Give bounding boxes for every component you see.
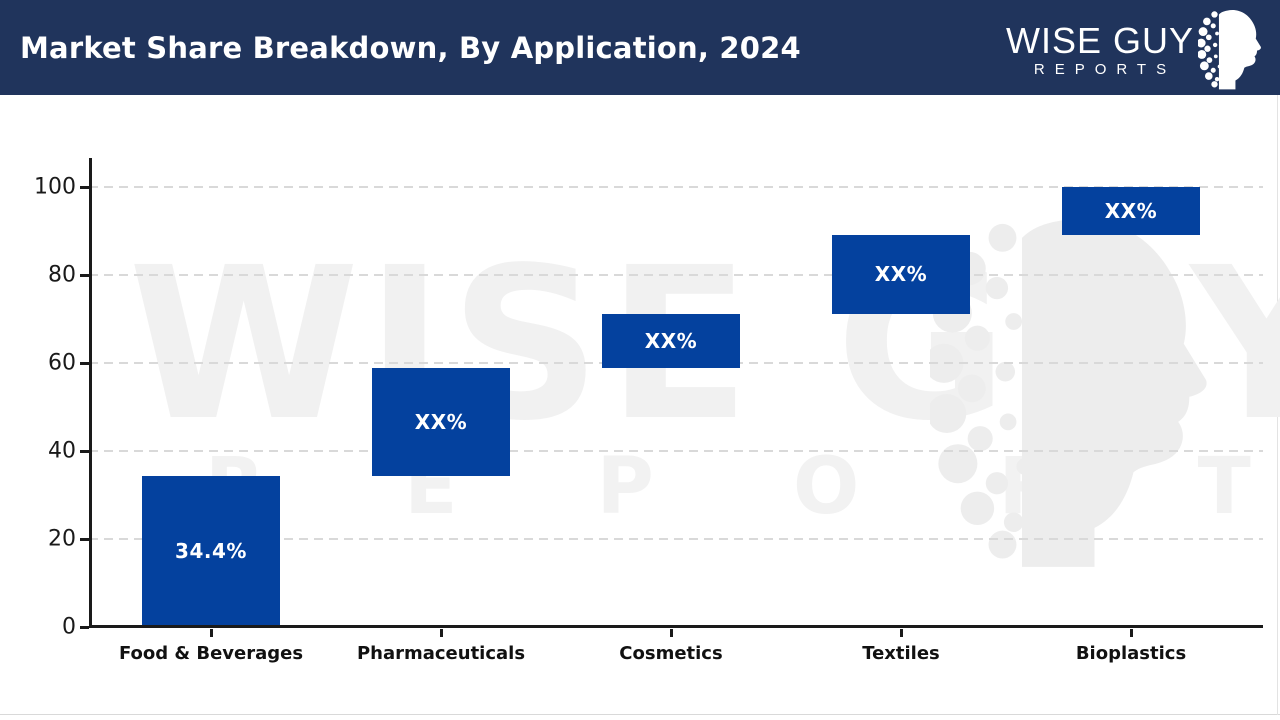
header: Market Share Breakdown, By Application, … bbox=[0, 0, 1280, 95]
brand-wordmark: WISE GUY bbox=[1005, 19, 1194, 61]
face-profile-logo-icon bbox=[1198, 10, 1261, 90]
x-tick-label-3: Textiles bbox=[862, 643, 940, 664]
page-right-hairline bbox=[1277, 95, 1278, 715]
x-tick-label-1: Pharmaceuticals bbox=[356, 643, 526, 664]
y-tick-label-0: 0 bbox=[62, 614, 76, 640]
x-axis-tick-0 bbox=[210, 629, 213, 637]
bar-pharmaceuticals: XX% bbox=[372, 368, 510, 476]
y-axis-tick-40 bbox=[80, 450, 89, 453]
brand-logo: WISE GUY REPORTS bbox=[1006, 8, 1264, 92]
page-title: Market Share Breakdown, By Application, … bbox=[20, 30, 801, 65]
y-tick-label-80: 80 bbox=[48, 262, 76, 288]
brand-subtitle: REPORTS bbox=[1033, 61, 1177, 79]
watermark-face-profile-icon bbox=[930, 218, 1207, 567]
x-tick-label-2: Cosmetics bbox=[619, 643, 723, 664]
chart-plot-area: 0 20 40 60 80 100 34.4% Food & Beverages XX% Phar… bbox=[0, 95, 1280, 720]
bar-value-label: 34.4% bbox=[175, 539, 247, 564]
bar-value-label: XX% bbox=[874, 262, 928, 287]
y-axis-tick-0 bbox=[80, 626, 89, 629]
bar-bioplastics: XX% bbox=[1062, 187, 1200, 235]
brand-logo-text: WISE GUY REPORTS bbox=[1005, 19, 1194, 79]
y-tick-label-100: 100 bbox=[34, 174, 76, 200]
x-axis-tick-1 bbox=[440, 629, 443, 637]
x-axis-tick-4 bbox=[1130, 629, 1133, 637]
y-tick-label-40: 40 bbox=[48, 438, 76, 464]
y-tick-label-60: 60 bbox=[48, 350, 76, 376]
bar-textiles: XX% bbox=[832, 234, 970, 314]
y-axis-tick-60 bbox=[80, 362, 89, 365]
y-axis-tick-20 bbox=[80, 538, 89, 541]
bar-value-label: XX% bbox=[644, 328, 698, 353]
x-axis-tick-3 bbox=[900, 629, 903, 637]
bar-food-beverages: 34.4% bbox=[142, 475, 280, 627]
bar-value-label: XX% bbox=[1104, 198, 1158, 223]
gridline-y40 bbox=[89, 450, 1263, 452]
x-tick-label-4: Bioplastics bbox=[1075, 643, 1187, 664]
x-axis-line bbox=[89, 625, 1263, 628]
x-axis-tick-2 bbox=[670, 629, 673, 637]
bar-cosmetics: XX% bbox=[602, 313, 740, 369]
bar-value-label: XX% bbox=[414, 409, 468, 434]
y-axis-tick-100 bbox=[80, 186, 89, 189]
y-axis-tick-80 bbox=[80, 274, 89, 277]
y-tick-label-20: 20 bbox=[48, 526, 76, 552]
gridline-y100 bbox=[89, 186, 1263, 188]
x-tick-label-0: Food & Beverages bbox=[118, 643, 304, 664]
page-bottom-hairline bbox=[0, 714, 1280, 715]
gridline-y20 bbox=[89, 538, 1263, 540]
y-axis-line bbox=[89, 158, 92, 627]
gridline-y80 bbox=[89, 274, 1263, 276]
